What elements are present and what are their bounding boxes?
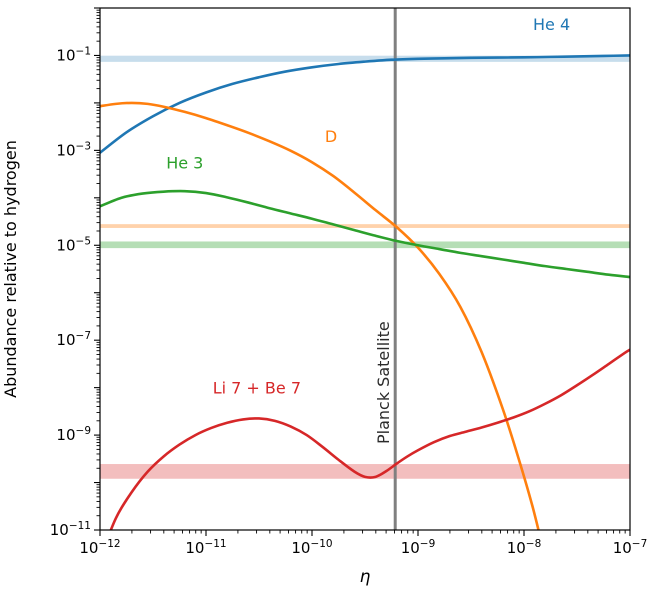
y-tick-label: 10−11	[50, 520, 91, 539]
abundance-curves	[100, 54, 630, 530]
plot-spines	[99, 7, 631, 531]
y-tick-label: 10−3	[56, 140, 91, 159]
curve-he-3	[100, 189, 630, 279]
axes-layer: 10−12 10−11 10−10 10−9 10−8 10−710−110−310−51…	[50, 7, 648, 557]
label-li-7-be-7: Li 7 + Be 7	[213, 378, 301, 397]
x-axis-label: η	[360, 567, 371, 587]
band-d	[100, 224, 630, 228]
y-tick-label: 10−9	[56, 425, 91, 444]
y-tick-label: 10−5	[56, 235, 91, 254]
label-he-3: He 3	[166, 153, 203, 172]
curve-d	[100, 101, 540, 530]
planck-vline-layer: Planck Satellite	[374, 8, 397, 530]
label-d: D	[325, 127, 337, 146]
planck-satellite-label: Planck Satellite	[374, 321, 393, 444]
x-tick-label: 10−7	[613, 538, 648, 557]
x-tick-label: 10−12	[79, 538, 120, 557]
band-he-4	[100, 55, 630, 62]
band-he-3	[100, 241, 630, 249]
label-he-4: He 4	[533, 15, 570, 34]
y-tick-label: 10−1	[56, 45, 91, 64]
x-tick-label: 10−11	[185, 538, 226, 557]
x-tick-label: 10−10	[291, 538, 332, 557]
y-tick-label: 10−7	[56, 330, 91, 349]
curve-li-7-be-7	[109, 348, 630, 530]
y-axis-label: Abundance relative to hydrogen	[1, 140, 20, 398]
curve-labels-layer: He 4 D He 3 Li 7 + Be 7	[166, 15, 570, 398]
observation-bands	[100, 55, 630, 479]
x-tick-label: 10−9	[401, 538, 436, 557]
curve-he-4	[100, 54, 630, 155]
x-tick-label: 10−8	[507, 538, 542, 557]
band-li-7-be-7	[100, 464, 630, 479]
